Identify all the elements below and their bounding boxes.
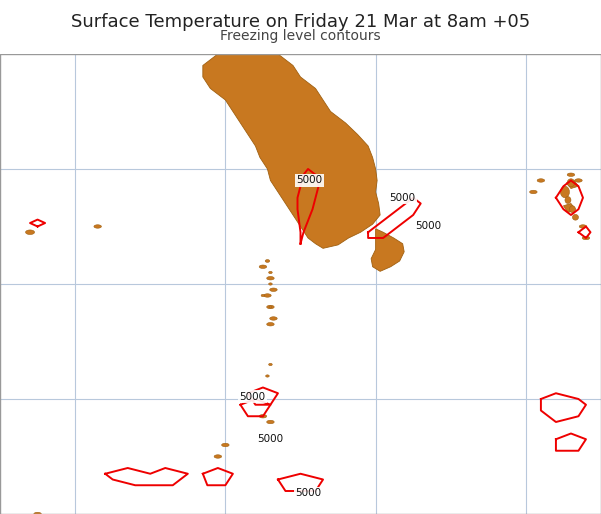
Polygon shape	[261, 295, 265, 297]
Polygon shape	[582, 236, 590, 240]
Text: Surface Temperature on Friday 21 Mar at 8am +05: Surface Temperature on Friday 21 Mar at …	[71, 13, 530, 31]
Polygon shape	[269, 363, 272, 365]
Polygon shape	[567, 173, 575, 176]
Polygon shape	[222, 443, 229, 447]
Text: 5000: 5000	[239, 392, 266, 402]
Polygon shape	[565, 196, 571, 204]
Polygon shape	[537, 179, 545, 182]
Polygon shape	[371, 229, 404, 271]
Polygon shape	[564, 204, 576, 213]
Polygon shape	[567, 180, 579, 189]
Polygon shape	[270, 317, 277, 320]
Polygon shape	[94, 225, 102, 228]
Text: 5000: 5000	[415, 222, 441, 231]
Polygon shape	[264, 294, 271, 297]
Text: Freezing level contours: Freezing level contours	[220, 29, 381, 43]
Polygon shape	[567, 179, 575, 187]
Polygon shape	[267, 322, 274, 326]
Polygon shape	[269, 283, 272, 285]
Polygon shape	[203, 54, 380, 248]
Polygon shape	[259, 265, 267, 268]
Polygon shape	[579, 225, 587, 228]
Text: 5000: 5000	[389, 193, 416, 203]
Polygon shape	[214, 455, 222, 458]
Polygon shape	[267, 305, 274, 309]
Polygon shape	[529, 190, 537, 194]
Polygon shape	[575, 179, 582, 182]
Polygon shape	[34, 512, 41, 514]
Polygon shape	[267, 420, 274, 424]
Polygon shape	[269, 306, 272, 308]
Polygon shape	[259, 414, 267, 418]
Polygon shape	[26, 230, 35, 234]
Text: 5000: 5000	[295, 488, 321, 498]
Polygon shape	[269, 271, 272, 273]
Polygon shape	[561, 186, 570, 198]
Polygon shape	[267, 277, 274, 280]
Text: 5000: 5000	[257, 434, 284, 444]
Polygon shape	[265, 260, 270, 262]
Polygon shape	[270, 288, 277, 291]
Polygon shape	[266, 375, 269, 377]
Polygon shape	[570, 206, 576, 213]
Polygon shape	[573, 214, 579, 220]
Text: 5000: 5000	[296, 175, 323, 186]
